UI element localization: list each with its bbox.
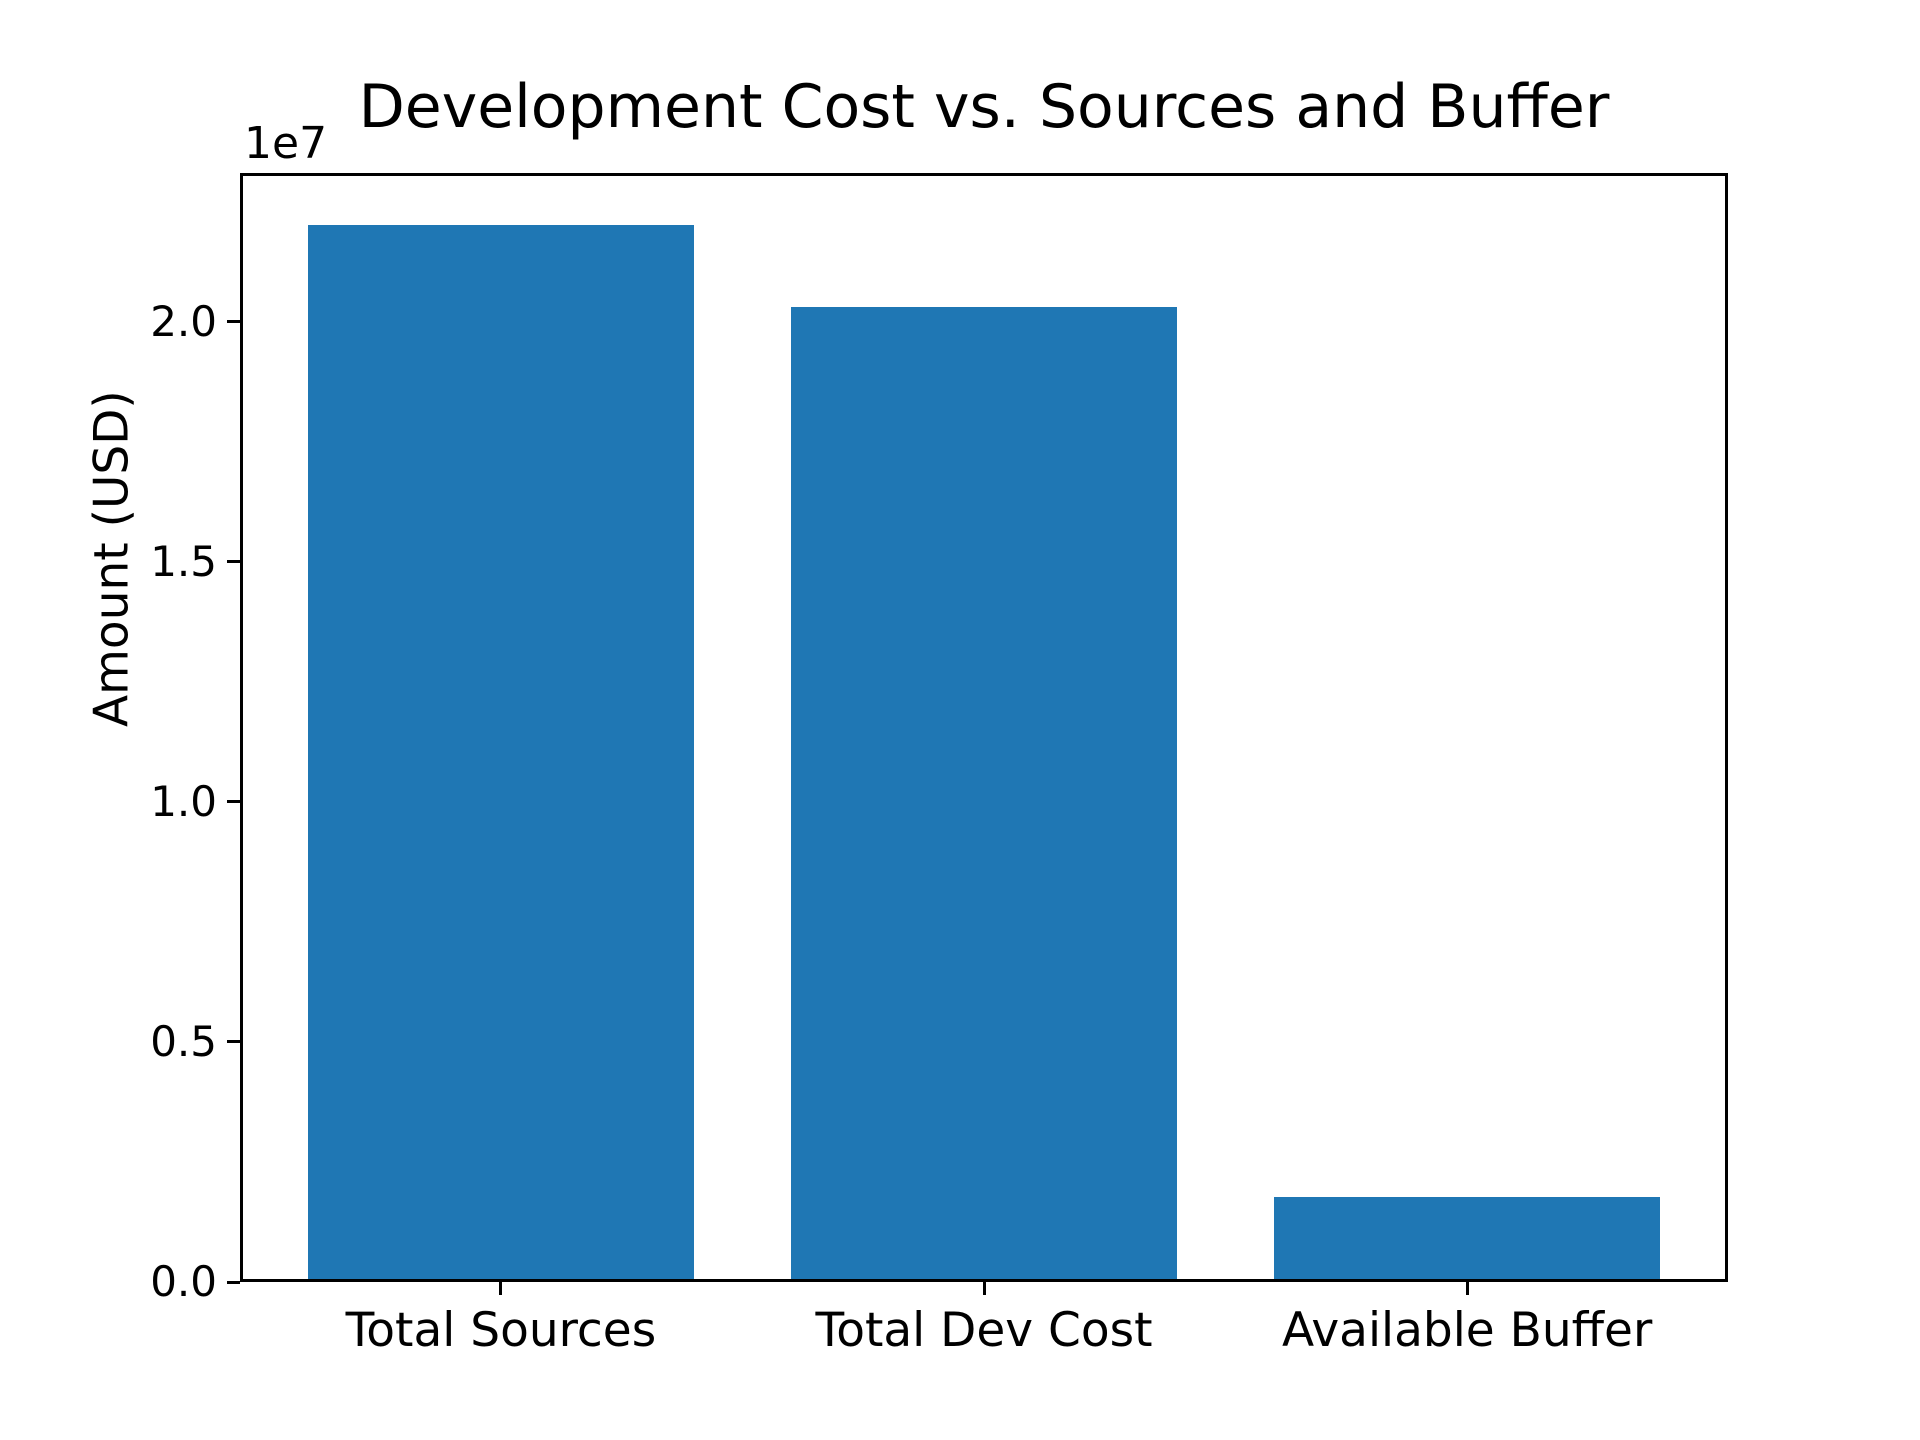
x-tick-label-total-sources: Total Sources bbox=[345, 1303, 657, 1358]
y-tick-label: 0.5 bbox=[150, 1016, 217, 1066]
y-axis-offset-label: 1e7 bbox=[244, 118, 328, 169]
y-tick-mark bbox=[227, 1040, 240, 1044]
x-tick-label-available-buffer: Available Buffer bbox=[1281, 1303, 1653, 1358]
y-tick-label: 0.0 bbox=[150, 1257, 217, 1306]
x-tick-label-total-dev-cost: Total Dev Cost bbox=[815, 1303, 1153, 1358]
x-tick-mark bbox=[1465, 1282, 1469, 1295]
y-tick-label: 2.0 bbox=[150, 296, 217, 346]
x-tick-mark bbox=[499, 1282, 503, 1295]
bar-available-buffer bbox=[1273, 1197, 1661, 1279]
y-tick-label: 1.0 bbox=[150, 776, 217, 826]
bar-total-sources bbox=[307, 225, 695, 1279]
y-tick-mark bbox=[227, 800, 240, 804]
x-tick-mark bbox=[982, 1282, 986, 1295]
y-tick-mark bbox=[227, 560, 240, 564]
plot-area bbox=[240, 173, 1728, 1282]
bars-layer bbox=[243, 176, 1725, 1279]
chart-title: Development Cost vs. Sources and Buffer bbox=[358, 72, 1610, 142]
y-tick-mark bbox=[227, 320, 240, 324]
y-tick-label: 1.5 bbox=[150, 536, 217, 586]
bar-total-dev-cost bbox=[790, 306, 1178, 1279]
y-tick-mark bbox=[227, 1280, 240, 1284]
